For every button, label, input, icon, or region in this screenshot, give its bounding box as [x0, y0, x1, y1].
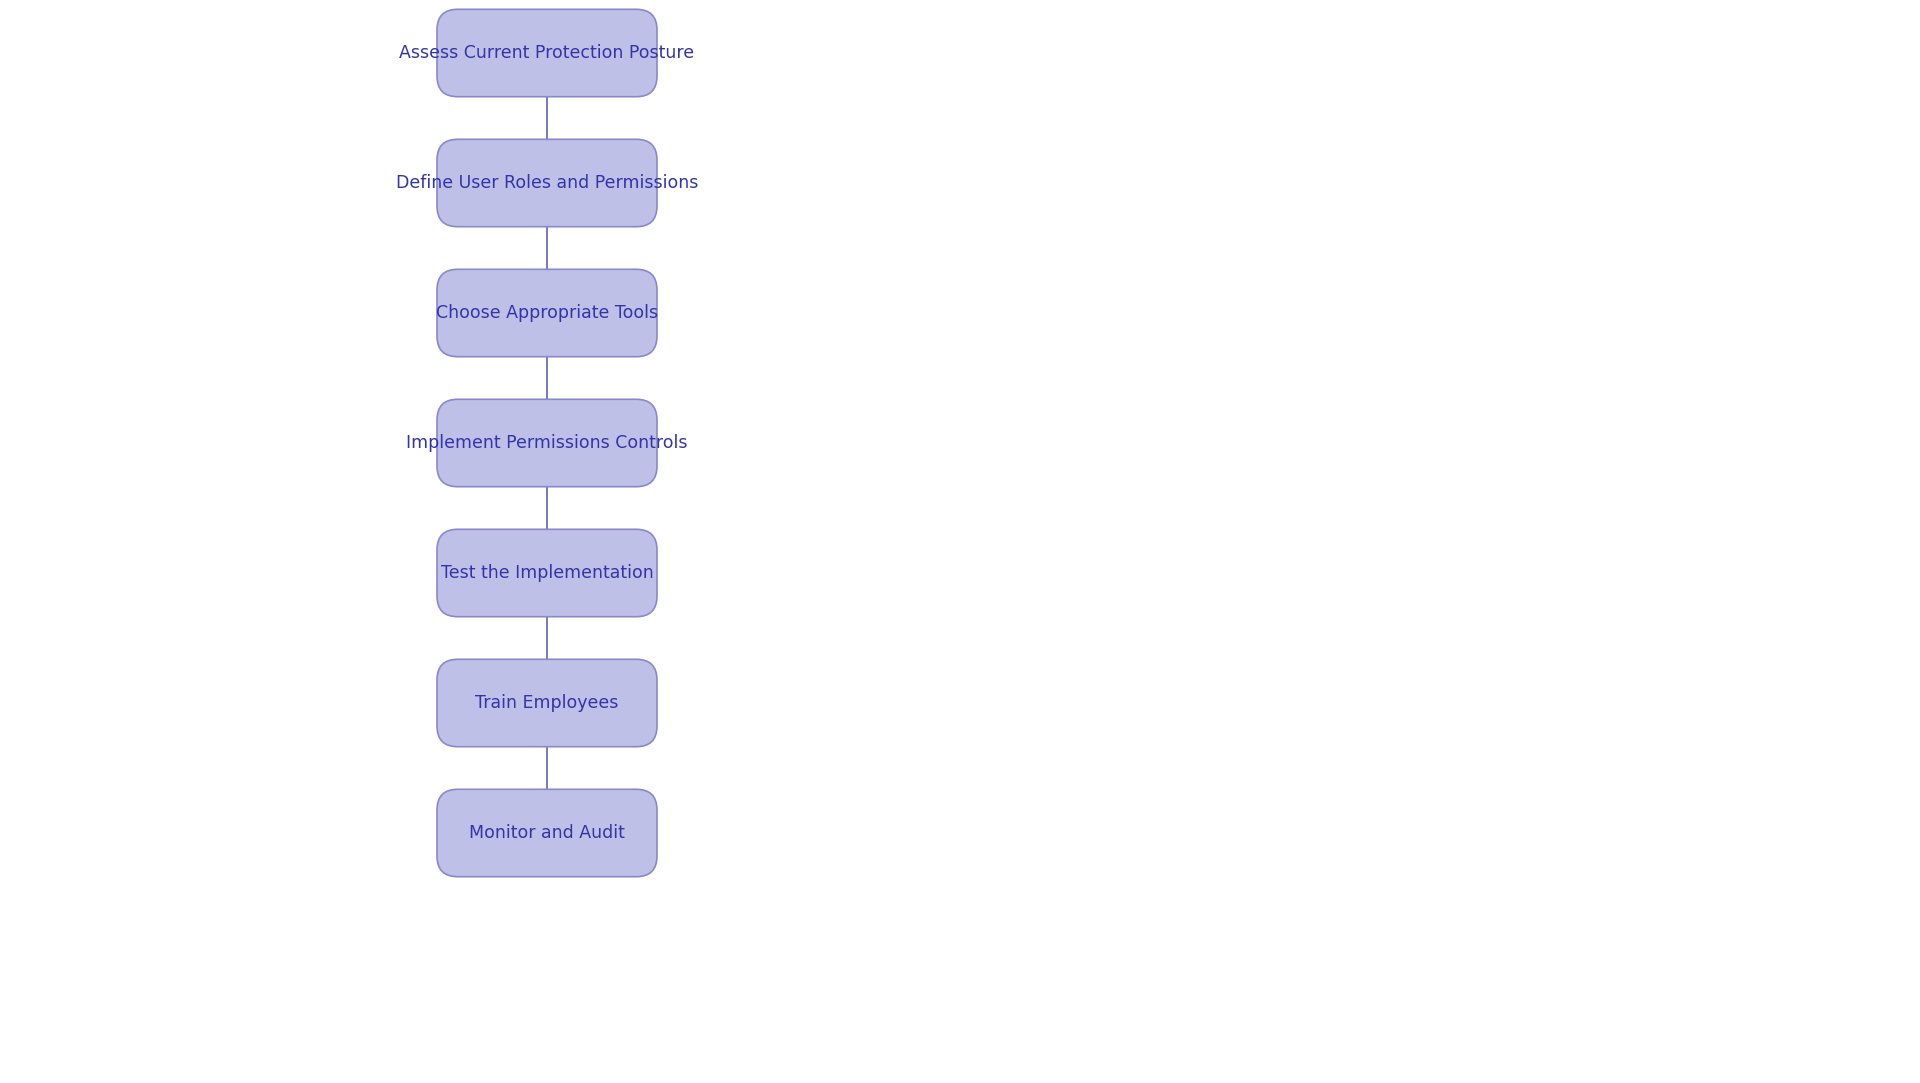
FancyBboxPatch shape	[438, 270, 657, 356]
Text: Choose Appropriate Tools: Choose Appropriate Tools	[436, 304, 659, 322]
FancyBboxPatch shape	[438, 140, 657, 226]
Text: Train Employees: Train Employees	[476, 694, 618, 712]
Text: Assess Current Protection Posture: Assess Current Protection Posture	[399, 44, 695, 62]
FancyBboxPatch shape	[438, 530, 657, 616]
Text: Monitor and Audit: Monitor and Audit	[468, 824, 624, 841]
FancyBboxPatch shape	[438, 10, 657, 96]
FancyBboxPatch shape	[438, 400, 657, 486]
Text: Implement Permissions Controls: Implement Permissions Controls	[407, 434, 687, 452]
Text: Define User Roles and Permissions: Define User Roles and Permissions	[396, 174, 699, 192]
FancyBboxPatch shape	[438, 660, 657, 746]
FancyBboxPatch shape	[438, 790, 657, 877]
Text: Test the Implementation: Test the Implementation	[440, 564, 653, 582]
